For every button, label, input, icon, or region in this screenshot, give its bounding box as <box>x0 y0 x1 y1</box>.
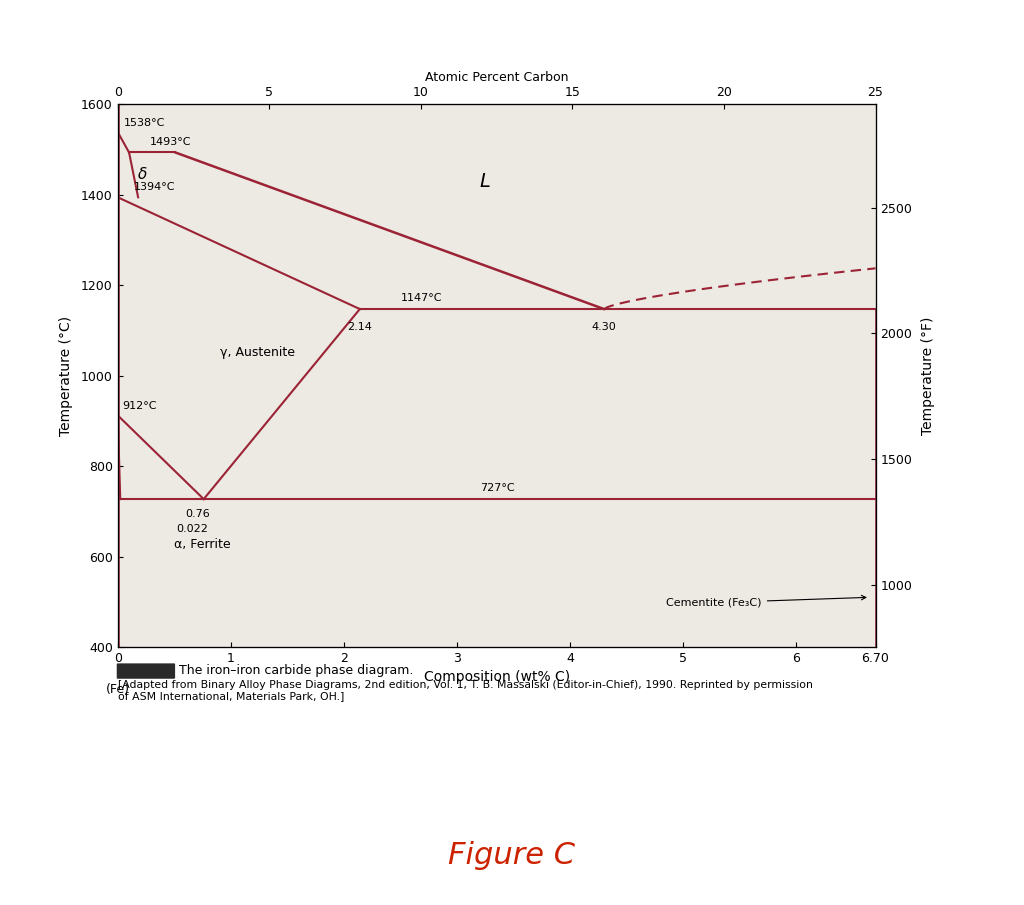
Text: Cementite (Fe₃C): Cementite (Fe₃C) <box>667 595 866 608</box>
Text: 4.30: 4.30 <box>592 322 616 332</box>
Text: Figure C: Figure C <box>449 841 575 870</box>
Text: (Fe): (Fe) <box>105 683 130 696</box>
Text: 912°C: 912°C <box>122 401 157 411</box>
Text: γ, Austenite: γ, Austenite <box>219 347 295 359</box>
Text: L: L <box>479 172 490 190</box>
Text: δ: δ <box>138 167 147 182</box>
Text: 0.022: 0.022 <box>176 523 209 534</box>
X-axis label: Composition (wt% C): Composition (wt% C) <box>424 671 569 684</box>
Text: 1394°C: 1394°C <box>133 182 175 193</box>
Text: 727°C: 727°C <box>479 483 514 493</box>
Text: [Adapted from Binary Alloy Phase Diagrams, 2nd edition, Vol. 1, T. B. Massalski : [Adapted from Binary Alloy Phase Diagram… <box>118 680 813 690</box>
Text: 1493°C: 1493°C <box>150 137 190 148</box>
Y-axis label: Temperature (°F): Temperature (°F) <box>921 317 935 434</box>
Text: The iron–iron carbide phase diagram.: The iron–iron carbide phase diagram. <box>179 664 414 677</box>
Text: α, Ferrite: α, Ferrite <box>174 538 231 551</box>
Text: 0.76: 0.76 <box>185 509 210 519</box>
Text: 1538°C: 1538°C <box>124 118 165 128</box>
Text: 1147°C: 1147°C <box>400 293 442 303</box>
X-axis label: Atomic Percent Carbon: Atomic Percent Carbon <box>425 71 568 83</box>
Text: of ASM International, Materials Park, OH.]: of ASM International, Materials Park, OH… <box>118 691 344 700</box>
Y-axis label: Temperature (°C): Temperature (°C) <box>58 316 73 435</box>
Text: 2.14: 2.14 <box>347 322 373 332</box>
